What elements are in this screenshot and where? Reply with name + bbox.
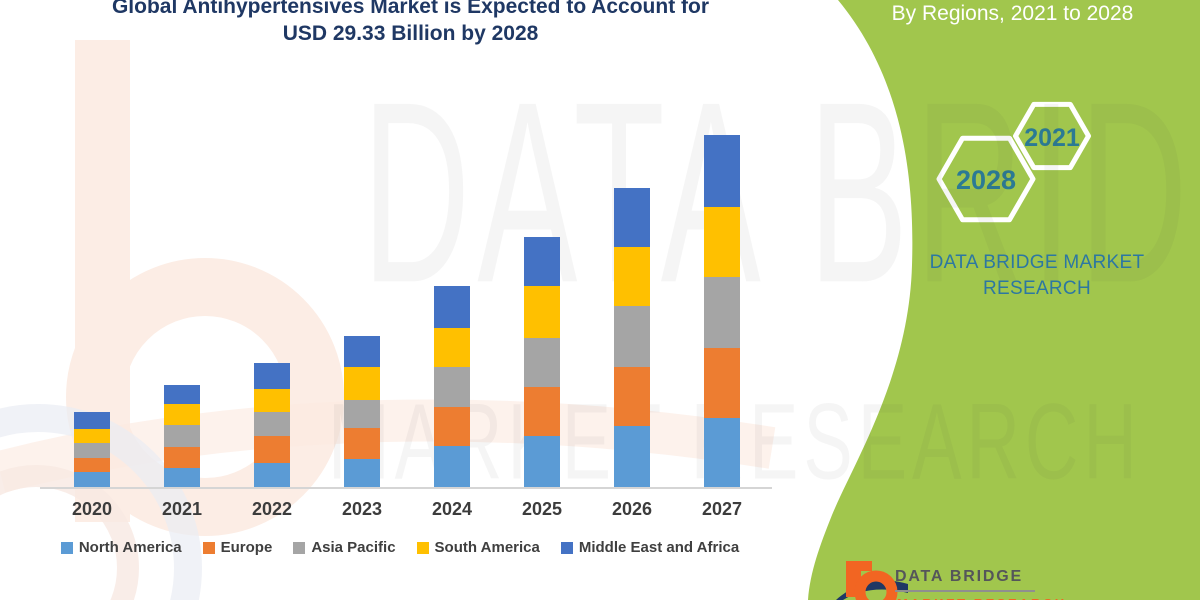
legend-marker-icon xyxy=(416,541,429,554)
chart-title-line1: Global Antihypertensives Market is Expec… xyxy=(111,0,710,18)
corner-logo-divider xyxy=(895,590,1035,592)
bar-segment-asia-pacific xyxy=(704,277,740,348)
legend-item-south-america: South America xyxy=(416,539,540,556)
bar-segment-middle-east-and-africa xyxy=(434,286,470,328)
bar-segment-south-america xyxy=(344,367,380,400)
bar-segment-north-america xyxy=(74,472,110,488)
bar-segment-south-america xyxy=(524,286,560,338)
legend-item-asia-pacific: Asia Pacific xyxy=(293,539,396,556)
bar-segment-europe xyxy=(434,407,470,446)
hexagon-2021-icon xyxy=(1013,101,1091,171)
bar-segment-north-america xyxy=(614,426,650,488)
bar-2025 xyxy=(524,237,560,488)
x-axis-line xyxy=(40,487,772,489)
x-axis-label-2025: 2025 xyxy=(521,499,563,519)
legend-item-europe: Europe xyxy=(202,539,273,556)
bar-segment-middle-east-and-africa xyxy=(254,363,290,389)
bar-2027 xyxy=(704,135,740,488)
bar-segment-asia-pacific xyxy=(74,443,110,458)
dbmr-logo-icon xyxy=(836,561,908,600)
legend-marker-icon xyxy=(560,541,573,554)
bar-2020 xyxy=(74,412,110,488)
bar-segment-north-america xyxy=(704,418,740,488)
green-wave-panel xyxy=(808,0,1200,600)
bar-segment-europe xyxy=(614,367,650,426)
chart-title-line2: USD 29.33 Billion by 2028 xyxy=(282,22,539,45)
bar-segment-asia-pacific xyxy=(434,367,470,407)
legend-marker-icon xyxy=(202,541,215,554)
bar-segment-south-america xyxy=(434,328,470,367)
bar-segment-europe xyxy=(704,348,740,418)
x-axis-labels: 2020 2021 2022 2023 2024 2025 2026 2027 xyxy=(47,499,767,520)
legend-label: Asia Pacific xyxy=(311,539,396,556)
bar-segment-north-america xyxy=(254,463,290,488)
bar-segment-asia-pacific xyxy=(344,400,380,428)
bar-2023 xyxy=(344,336,380,488)
x-axis-label-2026: 2026 xyxy=(611,499,653,519)
legend-label: North America xyxy=(78,539,182,556)
x-axis-label-2023: 2023 xyxy=(341,499,383,519)
legend-item-middle-east-and-africa: Middle East and Africa xyxy=(560,539,740,556)
stacked-bar-plot xyxy=(47,0,767,488)
bar-segment-middle-east-and-africa xyxy=(74,412,110,429)
bar-segment-middle-east-and-africa xyxy=(344,336,380,367)
bar-2024 xyxy=(434,286,470,488)
legend-marker-icon xyxy=(293,541,306,554)
bar-segment-middle-east-and-africa xyxy=(164,385,200,404)
hexagon-2021-label: 2021 xyxy=(1024,124,1080,152)
corner-logo-subtext: MARKET RESEARCH xyxy=(897,596,1067,600)
bar-segment-middle-east-and-africa xyxy=(524,237,560,286)
hexagon-2028-icon xyxy=(936,135,1036,223)
chart-title: Global Antihypertensives Market is Expec… xyxy=(38,0,783,47)
bar-segment-middle-east-and-africa xyxy=(614,188,650,247)
legend-item-north-america: North America xyxy=(60,539,182,556)
bar-2026 xyxy=(614,188,650,488)
bar-segment-europe xyxy=(524,387,560,436)
bar-segment-asia-pacific xyxy=(254,412,290,436)
bar-segment-north-america xyxy=(434,446,470,488)
x-axis-label-2020: 2020 xyxy=(71,499,113,519)
bar-segment-asia-pacific xyxy=(164,425,200,447)
brand-caption: DATA BRIDGE MARKET RESEARCH xyxy=(929,252,1145,299)
bar-segment-north-america xyxy=(524,436,560,488)
legend-label: Europe xyxy=(220,539,273,556)
x-axis-label-2022: 2022 xyxy=(251,499,293,519)
x-axis-label-2024: 2024 xyxy=(431,499,473,519)
bar-segment-europe xyxy=(164,447,200,468)
chart-legend: North America Europe Asia Pacific South Ame… xyxy=(8,539,792,556)
bar-segment-south-america xyxy=(704,207,740,277)
bar-segment-south-america xyxy=(164,404,200,425)
bar-segment-north-america xyxy=(344,459,380,488)
bar-segment-europe xyxy=(74,458,110,472)
bar-2021 xyxy=(164,385,200,488)
corner-logo-name: DATA BRIDGE xyxy=(895,568,1023,585)
region-heading: By Regions, 2021 to 2028 xyxy=(891,2,1134,25)
bar-2022 xyxy=(254,363,290,488)
bar-segment-south-america xyxy=(614,247,650,306)
bar-segment-asia-pacific xyxy=(614,306,650,367)
bar-segment-middle-east-and-africa xyxy=(704,135,740,207)
x-axis-label-2027: 2027 xyxy=(701,499,743,519)
bar-segment-south-america xyxy=(254,389,290,412)
bar-segment-europe xyxy=(344,428,380,459)
bar-segment-north-america xyxy=(164,468,200,488)
hexagon-2028-label: 2028 xyxy=(956,165,1016,195)
legend-marker-icon xyxy=(60,541,73,554)
x-axis-label-2021: 2021 xyxy=(161,499,203,519)
bar-segment-asia-pacific xyxy=(524,338,560,387)
bar-segment-south-america xyxy=(74,429,110,443)
legend-label: Middle East and Africa xyxy=(578,539,740,556)
bar-segment-europe xyxy=(254,436,290,463)
legend-label: South America xyxy=(434,539,540,556)
